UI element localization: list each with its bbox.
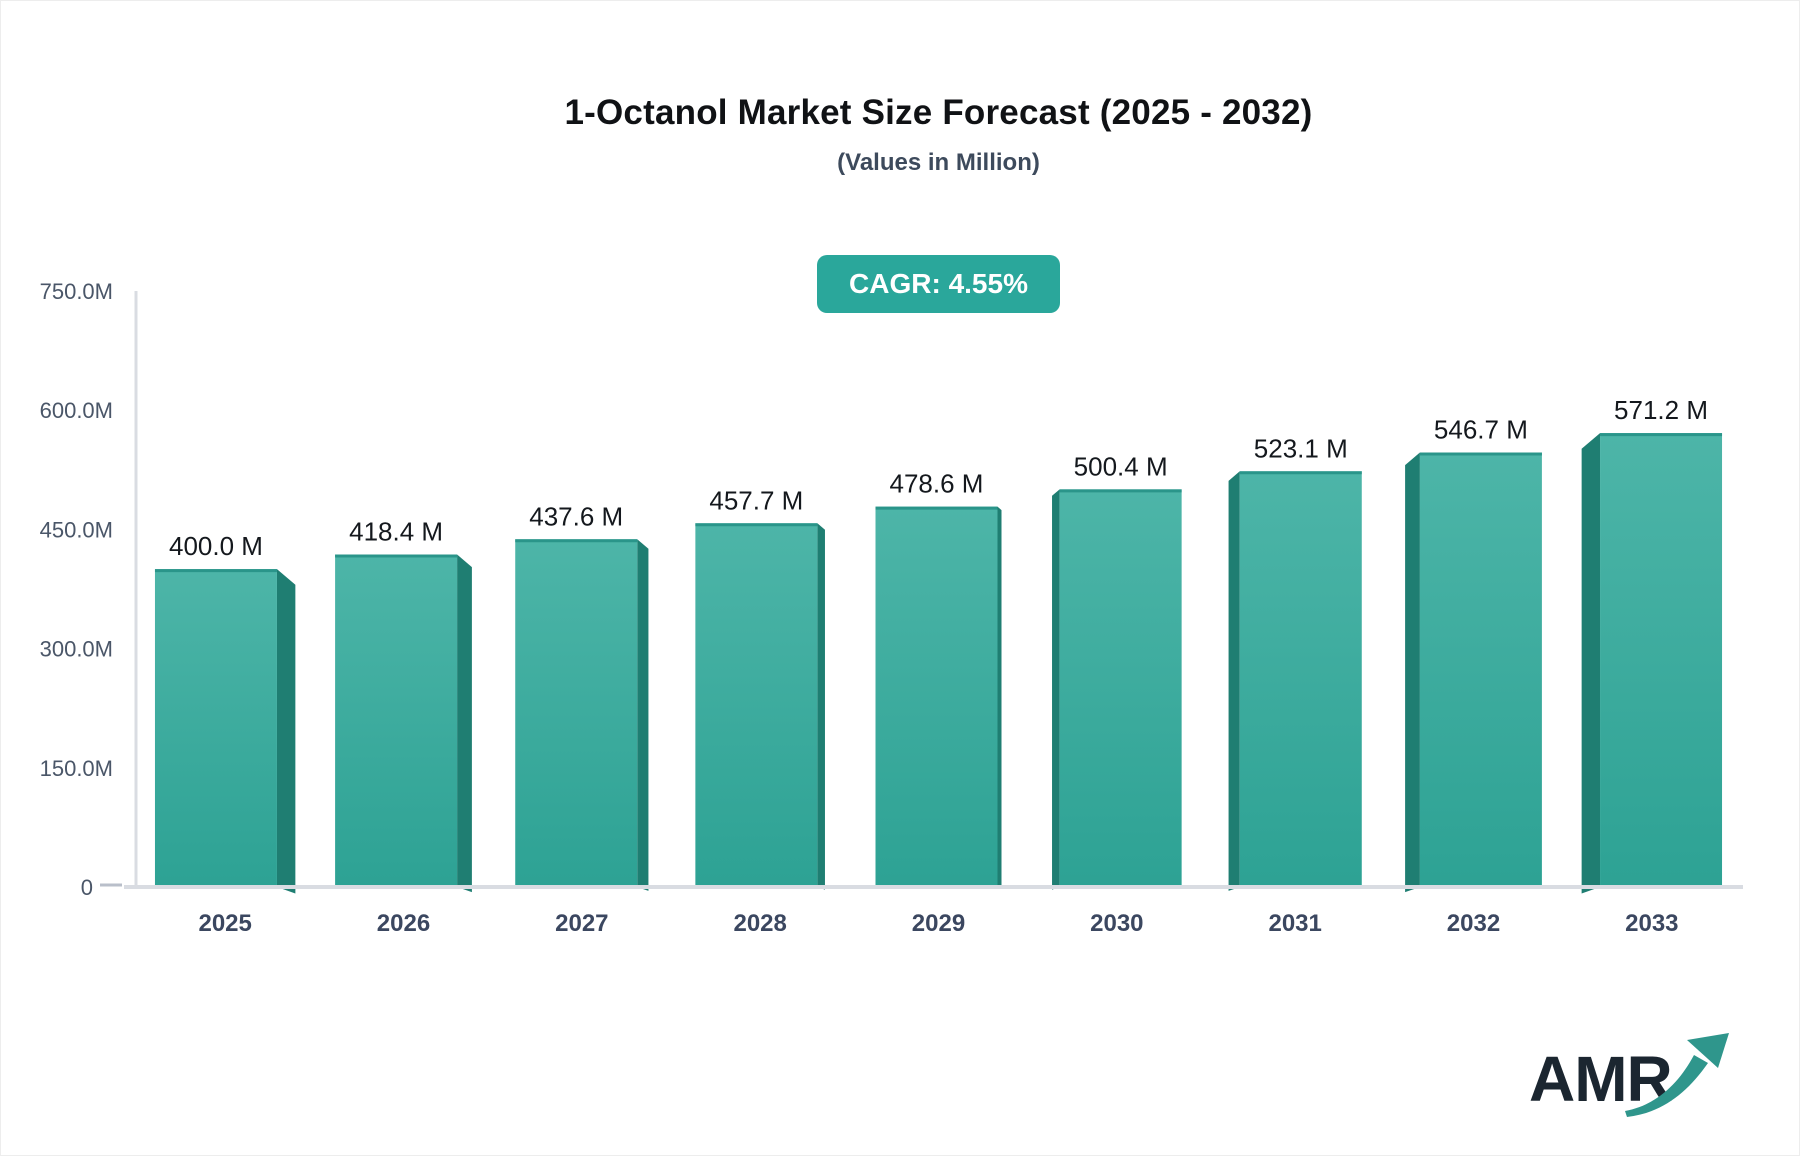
- amr-logo: AMR: [1527, 1029, 1777, 1124]
- growth-arrow-head-icon: [1687, 1033, 1729, 1068]
- x-axis-label-2028: 2028: [733, 910, 786, 937]
- cagr-badge: CAGR: 4.55%: [817, 255, 1060, 313]
- page-title: 1-Octanol Market Size Forecast (2025 - 2…: [564, 93, 1313, 132]
- x-axis-label-2033: 2033: [1625, 910, 1678, 937]
- bar-2029[interactable]: [875, 506, 998, 887]
- bar-value-label-2030: 500.4 M: [1074, 451, 1168, 481]
- x-axis-label-2027: 2027: [555, 910, 608, 937]
- y-axis-tick-label: 750.0M: [40, 279, 113, 304]
- bar-side-face-2032[interactable]: [1405, 452, 1420, 893]
- bar-side-face-2033[interactable]: [1581, 433, 1601, 894]
- bar-side-face-2027[interactable]: [637, 539, 649, 891]
- bar-value-label-2032: 546.7 M: [1434, 415, 1528, 445]
- bar-side-face-2026[interactable]: [457, 554, 472, 893]
- x-axis-label-2029: 2029: [912, 910, 965, 937]
- cagr-badge-row: CAGR: 4.55%: [136, 255, 1741, 313]
- bar-2032[interactable]: [1419, 452, 1542, 887]
- bar-side-face-2028[interactable]: [817, 523, 825, 890]
- bar-side-face-2030[interactable]: [1052, 489, 1060, 890]
- bar-value-label-2026: 418.4 M: [349, 517, 443, 547]
- bar-2027[interactable]: [515, 539, 638, 887]
- bar-2031[interactable]: [1239, 471, 1362, 887]
- bar-2033[interactable]: [1600, 433, 1723, 887]
- bar-value-label-2031: 523.1 M: [1254, 433, 1348, 463]
- y-axis-tick-label: 450.0M: [40, 517, 113, 542]
- y-axis-tick-label: 0: [81, 875, 93, 900]
- bar-value-label-2028: 457.7 M: [709, 485, 803, 515]
- bar-value-label-2029: 478.6 M: [890, 469, 984, 499]
- page-subtitle: (Values in Million): [837, 149, 1040, 176]
- y-axis-tick-label: 300.0M: [40, 637, 113, 662]
- growth-arrow-icon: [1625, 1055, 1708, 1117]
- bar-side-face-2029[interactable]: [997, 506, 1002, 889]
- amr-logo-graphic: AMR: [1529, 1033, 1729, 1117]
- chart-header: 1-Octanol Market Size Forecast (2025 - 2…: [136, 93, 1741, 177]
- bar-value-label-2033: 571.2 M: [1614, 395, 1708, 425]
- bar-2028[interactable]: [695, 523, 818, 887]
- x-axis-label-2030: 2030: [1090, 910, 1143, 937]
- bar-value-label-2025: 400.0 M: [169, 531, 263, 561]
- bar-side-face-2031[interactable]: [1228, 471, 1240, 891]
- bar-2026[interactable]: [335, 554, 458, 887]
- y-axis-tick-label: 150.0M: [40, 756, 113, 781]
- bar-side-face-2025[interactable]: [276, 569, 296, 894]
- x-axis-label-2025: 2025: [198, 910, 251, 937]
- x-axis-label-2031: 2031: [1268, 910, 1321, 937]
- bar-2030[interactable]: [1059, 489, 1182, 887]
- bar-2025[interactable]: [154, 569, 277, 887]
- bar-value-label-2027: 437.6 M: [529, 501, 623, 531]
- x-axis-label-2026: 2026: [377, 910, 430, 937]
- x-axis-label-2032: 2032: [1447, 910, 1500, 937]
- y-axis-tick-label: 600.0M: [40, 398, 113, 423]
